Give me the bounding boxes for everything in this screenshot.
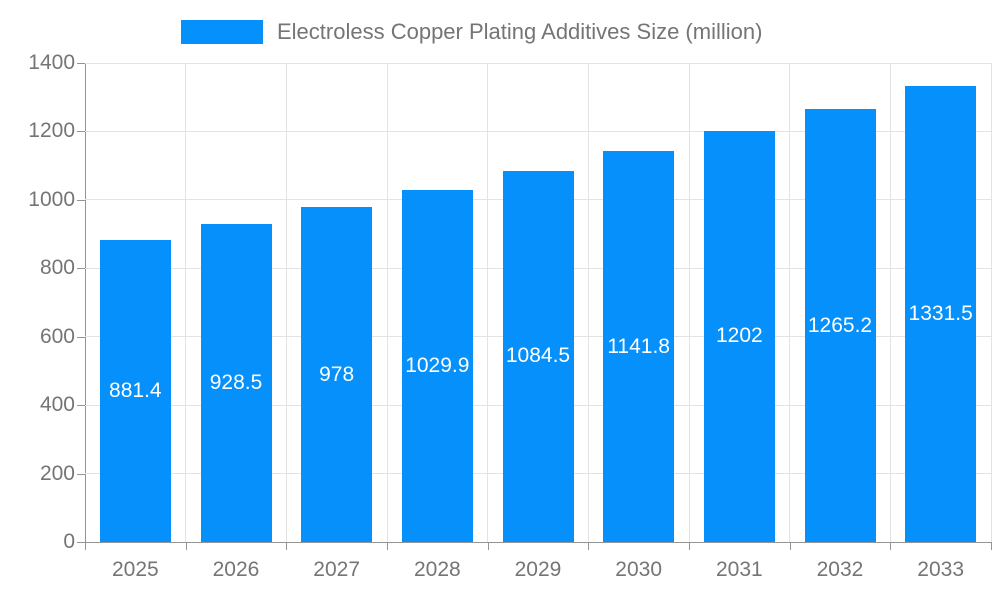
y-axis-tick	[77, 199, 85, 201]
bar-2032[interactable]	[804, 109, 876, 542]
y-axis-tick	[77, 268, 85, 270]
bar-value-label: 978	[319, 362, 355, 386]
bar-value-label: 928.5	[209, 371, 263, 395]
x-axis-tick	[890, 542, 892, 550]
x-axis-tick	[789, 542, 791, 550]
v-gridline	[688, 63, 690, 542]
bar-value-label: 1265.2	[807, 313, 873, 337]
y-axis-label: 1200	[28, 119, 75, 143]
x-axis-label: 2028	[413, 558, 461, 581]
v-gridline	[990, 63, 992, 542]
y-axis-tick	[77, 131, 85, 133]
y-axis-tick	[77, 63, 85, 64]
x-axis-tick	[689, 542, 690, 550]
y-axis-label: 600	[39, 324, 75, 348]
bar-2030[interactable]	[603, 151, 675, 542]
bar-value-label: 1084.5	[505, 344, 571, 368]
h-gridline	[85, 130, 991, 132]
bar-2026[interactable]	[200, 224, 272, 542]
v-gridline	[386, 63, 388, 542]
bar-2033[interactable]	[905, 86, 977, 542]
v-gridline	[285, 63, 287, 542]
bar-value-label: 881.4	[109, 379, 162, 403]
v-gridline	[889, 63, 891, 542]
bar-value-label: 1331.5	[908, 302, 973, 326]
y-axis-tick	[77, 473, 85, 475]
y-axis-label: 1400	[28, 51, 75, 74]
v-gridline	[587, 63, 589, 542]
x-axis-tick	[286, 542, 288, 550]
legend-swatch[interactable]	[181, 20, 263, 44]
x-axis-label: 2032	[816, 558, 864, 581]
y-axis-tick	[77, 542, 85, 543]
legend-label[interactable]: Electroless Copper Plating Additives Siz…	[277, 19, 763, 44]
x-axis-tick	[387, 542, 388, 550]
bar-2028[interactable]	[401, 189, 473, 542]
x-axis-label: 2025	[111, 558, 159, 581]
x-axis-tick	[991, 542, 992, 550]
y-axis-label: 400	[39, 393, 75, 417]
v-gridline	[185, 63, 187, 542]
x-axis-tick	[588, 542, 590, 550]
bar-value-label: 1202	[715, 324, 763, 348]
x-axis-tick	[85, 542, 86, 550]
bar-2031[interactable]	[703, 130, 775, 542]
x-axis-label: 2027	[313, 558, 361, 581]
legend[interactable]: Electroless Copper Plating Additives Siz…	[181, 19, 762, 45]
v-gridline	[487, 63, 489, 542]
v-gridline	[789, 63, 791, 542]
y-axis-label: 200	[39, 461, 75, 485]
bar-value-label: 1029.9	[405, 353, 470, 377]
bar-2029[interactable]	[502, 170, 574, 542]
h-gridline	[85, 62, 991, 64]
y-axis-label: 0	[63, 530, 75, 553]
x-axis-label: 2033	[917, 558, 965, 581]
x-axis-line	[85, 542, 991, 543]
bar-2025[interactable]	[99, 240, 171, 542]
y-axis-tick	[77, 405, 85, 407]
x-axis-label: 2031	[715, 558, 763, 581]
x-axis-tick	[487, 542, 489, 550]
bar-2027[interactable]	[301, 207, 373, 542]
x-axis-label: 2026	[212, 558, 260, 581]
plot-area: 881.4 928.5 978 1029.9 1084.5 1141.8 1202 1265.…	[85, 62, 992, 542]
y-axis-tick	[77, 336, 85, 338]
y-axis-label: 800	[39, 256, 75, 280]
y-axis-label: 1000	[28, 187, 75, 211]
bar-value-label: 1141.8	[607, 334, 670, 358]
y-axis-line	[85, 63, 86, 542]
x-axis-label: 2029	[514, 558, 562, 581]
x-axis-tick	[185, 542, 187, 550]
x-axis-label: 2030	[615, 558, 663, 581]
